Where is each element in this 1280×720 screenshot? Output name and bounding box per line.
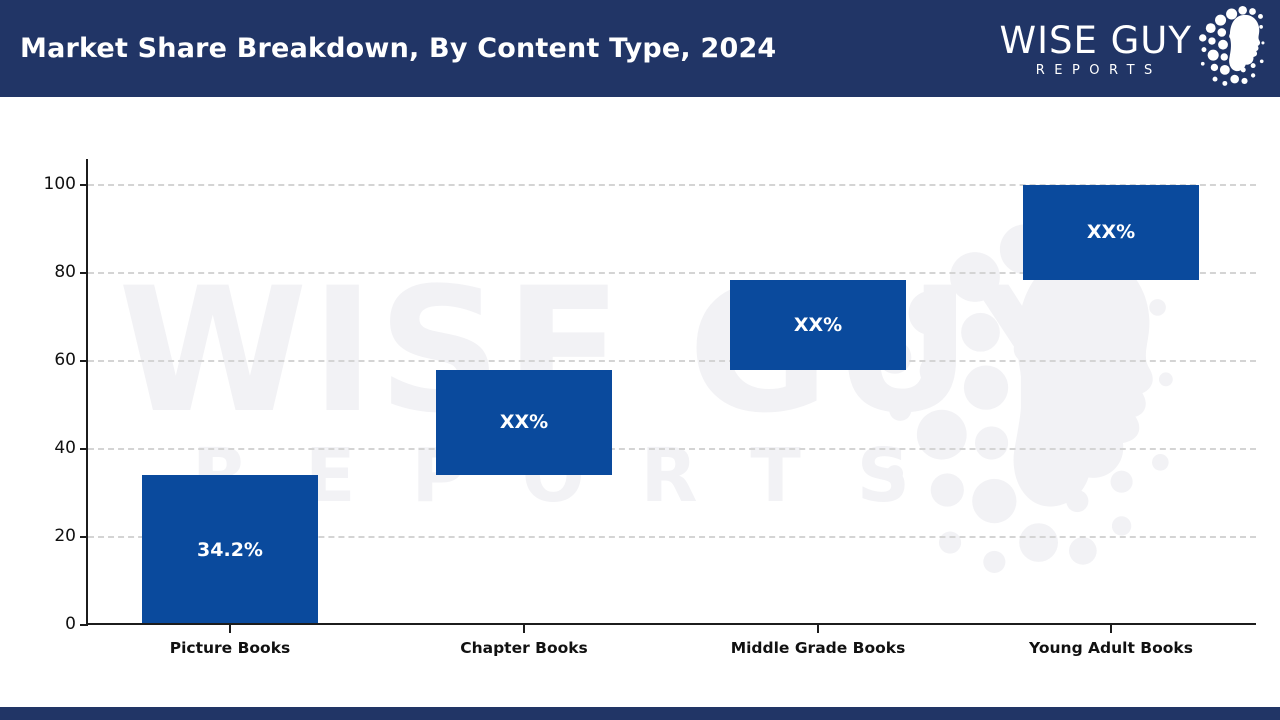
x-tick-mark-3	[1110, 625, 1112, 633]
y-axis-line	[86, 159, 88, 625]
page-title: Market Share Breakdown, By Content Type,…	[20, 33, 777, 64]
bar-value-label: 34.2%	[197, 538, 263, 561]
brand-logo: WISE GUY REPORTS	[1000, 5, 1268, 93]
y-tick-label-20: 20	[54, 526, 76, 546]
footer-bar	[0, 707, 1280, 720]
y-tick-label-40: 40	[54, 438, 76, 458]
x-tick-mark-2	[817, 625, 819, 633]
x-category-label: Middle Grade Books	[730, 639, 906, 657]
brand-logo-text: WISE GUY REPORTS	[1000, 22, 1192, 77]
brand-subname: REPORTS	[1035, 62, 1162, 78]
x-category-label: Picture Books	[169, 639, 291, 657]
x-category-label: Young Adult Books	[1029, 639, 1193, 657]
bar-value-label: XX%	[499, 411, 549, 434]
gridline-100	[88, 184, 1256, 186]
y-tick-label-0: 0	[65, 614, 76, 634]
y-tick-mark-80	[80, 272, 88, 274]
gridline-80	[88, 272, 1256, 274]
bar-value-label: XX%	[793, 313, 843, 336]
y-tick-mark-20	[80, 536, 88, 538]
brand-name: WISE GUY	[999, 18, 1192, 62]
gridline-20	[88, 536, 1256, 538]
y-tick-label-80: 80	[54, 262, 76, 282]
y-tick-label-60: 60	[54, 350, 76, 370]
y-tick-mark-60	[80, 360, 88, 362]
y-tick-label-100: 100	[43, 174, 76, 194]
y-tick-mark-0	[80, 624, 88, 626]
plot-area: WISE GUY REPORTS 0 20 40 60 80 100 34.2% Pictur…	[0, 97, 1280, 707]
x-axis-line	[86, 623, 1256, 625]
gridline-40	[88, 448, 1256, 450]
x-category-label: Chapter Books	[460, 639, 588, 657]
bar-middle-grade-books: XX%	[730, 279, 906, 370]
x-tick-mark-1	[523, 625, 525, 633]
bar-young-adult-books: XX%	[1023, 185, 1199, 280]
bar-picture-books: 34.2%	[142, 474, 318, 625]
gridline-60	[88, 360, 1256, 362]
bar-value-label: XX%	[1086, 221, 1136, 244]
header-bar: Market Share Breakdown, By Content Type,…	[0, 0, 1280, 97]
bar-chapter-books: XX%	[436, 369, 612, 475]
y-tick-mark-40	[80, 448, 88, 450]
x-tick-mark-0	[229, 625, 231, 633]
y-tick-mark-100	[80, 184, 88, 186]
dotted-head-icon	[1194, 6, 1268, 92]
